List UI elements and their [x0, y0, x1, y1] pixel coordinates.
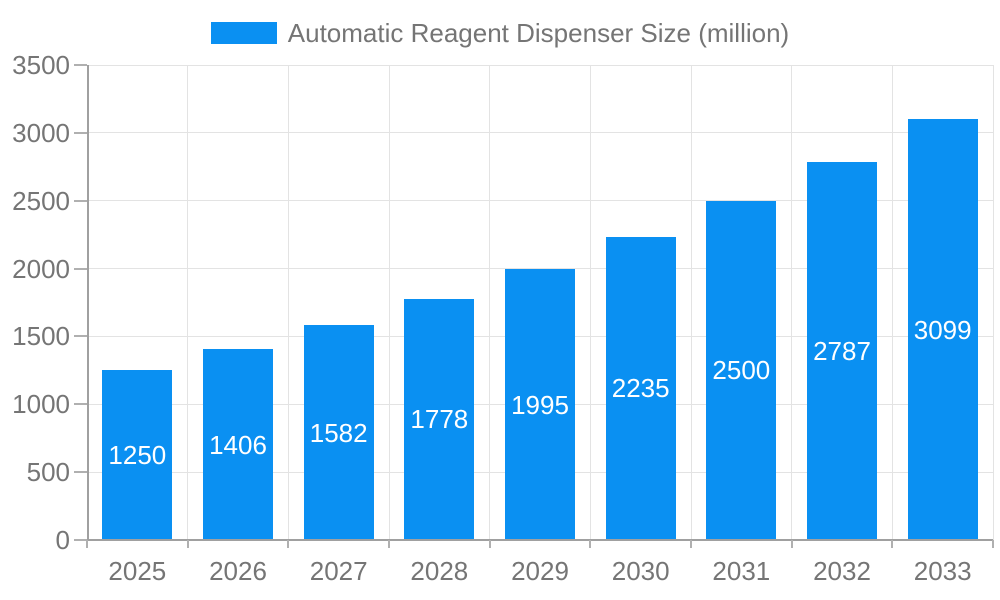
- x-axis-tick: [589, 540, 592, 548]
- x-axis-tick: [186, 540, 189, 548]
- x-axis-line: [87, 539, 993, 541]
- bar-value-label: 2235: [611, 373, 670, 404]
- bar-value-label: 1250: [108, 440, 167, 471]
- x-axis-tick: [287, 540, 290, 548]
- x-axis-tick: [488, 540, 491, 548]
- y-axis-label: 1500: [12, 321, 70, 352]
- x-axis-label: 2033: [913, 556, 972, 586]
- bar-value-label: 3099: [913, 314, 972, 345]
- bar[interactable]: 2500: [706, 200, 777, 540]
- x-gridline: [690, 65, 692, 540]
- y-axis-label: 0: [55, 525, 70, 555]
- bar-value-label: 2787: [813, 335, 871, 366]
- x-gridline: [287, 65, 289, 540]
- bar-value-label: 1778: [410, 404, 469, 435]
- bar[interactable]: 2787: [807, 161, 877, 540]
- x-gridline: [589, 65, 591, 540]
- legend-swatch: [210, 22, 277, 44]
- y-axis-tick: [74, 267, 87, 270]
- x-axis-label: 2031: [712, 556, 771, 586]
- y-axis-tick: [74, 471, 87, 474]
- x-axis-tick: [790, 540, 793, 548]
- y-axis-tick: [74, 131, 87, 134]
- y-axis-label: 2500: [12, 185, 70, 216]
- x-gridline: [187, 65, 189, 540]
- x-axis-tick: [86, 540, 88, 548]
- x-axis-label: 2032: [813, 556, 871, 586]
- x-axis-tick: [388, 540, 390, 548]
- x-axis-label: 2025: [108, 556, 167, 586]
- bar[interactable]: 1250: [102, 370, 173, 540]
- y-axis-tick: [74, 403, 87, 406]
- bar[interactable]: 2235: [605, 236, 676, 540]
- bar-value-label: 1582: [309, 417, 368, 448]
- legend-item[interactable]: Automatic Reagent Dispenser Size (millio…: [0, 18, 1000, 48]
- y-axis-tick: [74, 539, 87, 541]
- y-gridline: [87, 200, 993, 202]
- x-axis-label: 2030: [611, 556, 670, 586]
- y-gridline: [87, 268, 993, 270]
- bar[interactable]: 1995: [505, 269, 575, 540]
- legend-label: Automatic Reagent Dispenser Size (millio…: [287, 17, 790, 48]
- x-axis-tick: [690, 540, 692, 548]
- y-gridline: [87, 64, 993, 66]
- x-axis-label: 2027: [309, 556, 368, 586]
- x-gridline: [791, 65, 793, 540]
- x-axis-label: 2026: [209, 556, 267, 586]
- x-gridline: [388, 65, 390, 540]
- x-axis-tick: [891, 540, 894, 548]
- y-axis-label: 1000: [12, 389, 70, 420]
- y-axis-label: 500: [26, 457, 70, 488]
- bar[interactable]: 1582: [303, 325, 374, 540]
- x-axis-label: 2028: [410, 556, 469, 586]
- x-gridline: [992, 65, 994, 540]
- y-axis-label: 3000: [12, 117, 70, 148]
- y-axis-line: [87, 65, 89, 540]
- x-axis-label: 2029: [511, 556, 569, 586]
- x-gridline: [489, 65, 491, 540]
- y-gridline: [87, 132, 993, 134]
- y-axis-tick: [74, 199, 87, 202]
- bar[interactable]: 1406: [203, 349, 273, 540]
- plot-area: 1250 1406 1582 1778 1995 2235 2500 2787 3099: [87, 64, 994, 540]
- bar-value-label: 1995: [511, 389, 569, 420]
- y-axis-tick: [74, 335, 87, 338]
- bar[interactable]: 1778: [404, 298, 475, 540]
- y-axis-label: 2000: [12, 253, 70, 284]
- x-gridline: [891, 65, 893, 540]
- bar[interactable]: 3099: [907, 119, 978, 540]
- bar-value-label: 1406: [209, 429, 267, 460]
- bar-value-label: 2500: [712, 355, 771, 386]
- y-axis-tick: [74, 64, 87, 66]
- y-axis-label: 3500: [12, 50, 70, 80]
- x-axis-tick: [992, 540, 994, 548]
